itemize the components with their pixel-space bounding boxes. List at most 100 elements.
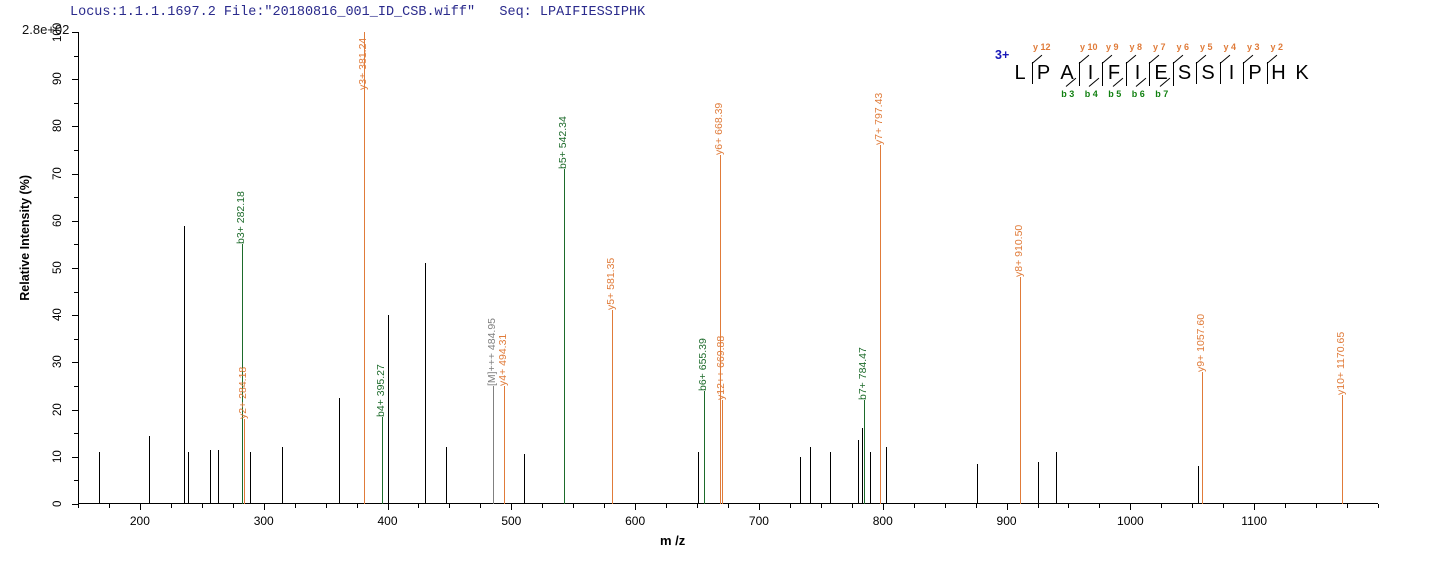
peak-y_ion[interactable] bbox=[364, 32, 366, 504]
b-ion-tick bbox=[1172, 64, 1174, 86]
x-tick-label: 1000 bbox=[1117, 514, 1144, 528]
y-tick bbox=[72, 409, 78, 411]
peak-label: b5+ 542.34 bbox=[556, 116, 569, 169]
peak-unassigned bbox=[1037, 461, 1039, 504]
y-tick-minor bbox=[74, 386, 78, 387]
peak-unassigned bbox=[339, 397, 341, 504]
y-tick-label: 40 bbox=[52, 308, 64, 322]
y-ion-label-y4: y 4 bbox=[1223, 42, 1237, 52]
x-tick bbox=[635, 504, 637, 510]
peak-unassigned bbox=[861, 428, 863, 504]
x-tick-label: 600 bbox=[625, 514, 646, 528]
x-tick-minor bbox=[170, 504, 172, 508]
peak-b_ion[interactable] bbox=[703, 390, 705, 504]
peak-b_ion[interactable] bbox=[563, 168, 565, 504]
x-axis-line bbox=[78, 503, 1378, 504]
peak-b_ion[interactable] bbox=[381, 416, 383, 504]
y-tick bbox=[72, 456, 78, 458]
y-tick bbox=[72, 268, 78, 269]
peak-y_ion[interactable] bbox=[612, 310, 614, 504]
peak-unassigned bbox=[864, 452, 866, 504]
peak-b_ion[interactable] bbox=[863, 400, 865, 504]
peak-unassigned bbox=[858, 440, 859, 504]
x-axis-title: m /z bbox=[660, 533, 686, 548]
residue-E-7: E bbox=[1154, 62, 1168, 84]
peak-unassigned bbox=[184, 225, 186, 504]
peak-unassigned bbox=[99, 452, 101, 504]
residue-I-10: I bbox=[1228, 62, 1235, 84]
y-tick-label: 80 bbox=[52, 120, 64, 133]
x-tick-minor bbox=[325, 504, 327, 508]
y-ion-label-y10: y 10 bbox=[1079, 42, 1098, 52]
peak-unassigned bbox=[445, 447, 447, 504]
intensity-scale-label: 2.8e+02 bbox=[22, 22, 70, 37]
x-tick-minor bbox=[820, 504, 822, 508]
y-tick-minor bbox=[74, 197, 78, 199]
peak-unassigned bbox=[424, 263, 426, 504]
y-tick-minor bbox=[74, 291, 78, 293]
x-tick bbox=[511, 504, 513, 510]
plot-area: 0 10 20 30 40 50 60 70 80 90 100 200 300 400 500 600 70… bbox=[52, 22, 1379, 528]
x-tick-label: 300 bbox=[253, 514, 274, 528]
residue-A-3: A bbox=[1060, 62, 1074, 84]
y-tick-minor bbox=[74, 102, 78, 104]
b-ion-label-b5: b 5 bbox=[1108, 89, 1122, 99]
x-tick-minor bbox=[944, 504, 946, 508]
x-tick bbox=[263, 504, 265, 510]
peak-y_ion[interactable] bbox=[721, 400, 723, 504]
x-tick-minor bbox=[480, 504, 482, 508]
y-axis-title: Relative Intensity (%) bbox=[18, 175, 32, 301]
y-tick-minor bbox=[74, 338, 78, 340]
peak-y_ion[interactable] bbox=[504, 386, 506, 504]
x-tick-minor bbox=[1161, 504, 1163, 508]
peak-precursor[interactable] bbox=[492, 386, 494, 504]
residue-S-8: S bbox=[1177, 62, 1192, 84]
y-tick-label: 10 bbox=[52, 450, 64, 464]
y-ion-tick bbox=[1196, 62, 1198, 84]
y-tick-minor bbox=[74, 150, 78, 151]
peak-y_ion[interactable] bbox=[1201, 371, 1203, 504]
peak-y_ion[interactable] bbox=[1341, 395, 1343, 504]
y-ion-tick bbox=[1266, 62, 1268, 84]
peak-unassigned bbox=[250, 452, 252, 504]
y-ion-label-y8: y 8 bbox=[1129, 42, 1143, 52]
peak-y_ion[interactable] bbox=[879, 145, 881, 504]
x-tick-label: 500 bbox=[501, 514, 522, 528]
x-tick-minor bbox=[1223, 504, 1225, 508]
peak-unassigned bbox=[799, 456, 801, 504]
y-ion-label-y9: y 9 bbox=[1105, 42, 1119, 52]
residue-F-5: F bbox=[1107, 62, 1121, 84]
y-tick bbox=[72, 173, 78, 175]
y-tick-minor bbox=[74, 480, 78, 482]
peak-unassigned bbox=[210, 449, 212, 504]
x-tick-label: 1100 bbox=[1241, 514, 1268, 528]
peak-y_ion[interactable] bbox=[244, 419, 246, 504]
spectrum-header: Locus:1.1.1.1697.2 File:"20180816_001_ID… bbox=[70, 5, 646, 20]
residue-I-4: I bbox=[1087, 62, 1094, 84]
peak-label: y4+ 494.31 bbox=[497, 333, 510, 386]
x-tick-label: 400 bbox=[377, 514, 398, 528]
peak-unassigned bbox=[809, 447, 811, 504]
peak-label: b3+ 282.18 bbox=[234, 191, 247, 245]
peak-label: b6+ 655.39 bbox=[696, 337, 709, 391]
x-tick-minor bbox=[1285, 504, 1287, 508]
b-ion-label-b6: b 6 bbox=[1131, 89, 1145, 99]
x-tick-minor bbox=[449, 504, 451, 508]
y-tick bbox=[72, 79, 78, 81]
x-tick-label: 700 bbox=[748, 514, 769, 528]
peak-b_ion[interactable] bbox=[241, 244, 243, 504]
y-ion-label-y2: y 2 bbox=[1270, 42, 1284, 52]
y-tick-label: 100 bbox=[52, 22, 64, 42]
x-tick-minor bbox=[78, 504, 79, 508]
x-tick-minor bbox=[728, 504, 729, 508]
charge-state-label: 3+ bbox=[995, 48, 1010, 62]
x-tick-minor bbox=[851, 504, 853, 508]
peak-y_ion[interactable] bbox=[1019, 277, 1021, 504]
y-tick bbox=[72, 126, 78, 128]
peak-unassigned bbox=[1198, 466, 1200, 504]
peak-unassigned bbox=[698, 452, 700, 504]
x-tick-minor bbox=[356, 504, 358, 508]
peak-y_ion[interactable] bbox=[719, 154, 721, 504]
residue-S-9: S bbox=[1201, 62, 1215, 84]
